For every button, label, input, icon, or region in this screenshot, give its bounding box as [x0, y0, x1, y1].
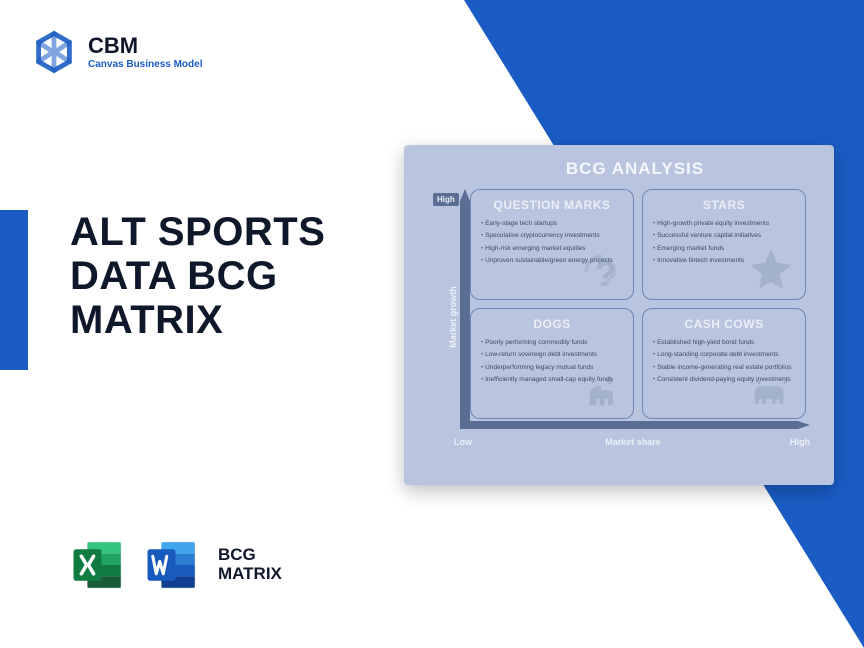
bcg-analysis-panel: BCG ANALYSIS High Market growth Low Mark… [404, 145, 834, 485]
list-item: Early-stage tech startups [481, 218, 623, 230]
star-icon [747, 245, 795, 293]
y-axis-high-label: High [433, 193, 459, 206]
list-item: High-growth private equity investments [653, 218, 795, 230]
bcg-label-line2: MATRIX [218, 565, 282, 584]
word-icon [144, 537, 200, 593]
quad-title: QUESTION MARKS [481, 198, 623, 212]
question-icon: ? [581, 251, 623, 293]
list-item: Poorly performing commodity funds [481, 337, 623, 349]
x-axis-high-label: High [790, 437, 810, 447]
cbm-logo-icon [32, 30, 76, 74]
quadrant-cash-cows: CASH COWS Established high-yield bond fu… [642, 308, 806, 419]
quadrant-question-marks: QUESTION MARKS Early-stage tech startups… [470, 189, 634, 300]
bcg-label-line1: BCG [218, 546, 282, 565]
bcg-matrix-label: BCG MATRIX [218, 546, 282, 583]
quadrant-stars: STARS High-growth private equity investm… [642, 189, 806, 300]
bottom-badges: BCG MATRIX [70, 537, 282, 593]
excel-icon [70, 537, 126, 593]
quad-title: DOGS [481, 317, 623, 331]
list-item: Successful venture capital initiatives [653, 230, 795, 242]
cow-icon [749, 372, 795, 412]
y-axis-label: Market growth [448, 286, 458, 348]
page-title: ALT SPORTS DATA BCG MATRIX [70, 210, 390, 342]
list-item: Established high-yield bond funds [653, 337, 795, 349]
logo: CBM Canvas Business Model [32, 30, 202, 74]
quad-title: CASH COWS [653, 317, 795, 331]
quadrant-dogs: DOGS Poorly performing commodity funds L… [470, 308, 634, 419]
list-item: Low-return sovereign debt investments [481, 349, 623, 361]
x-axis-label: Market share [605, 437, 661, 447]
logo-subtitle: Canvas Business Model [88, 59, 202, 70]
bcg-matrix: High Market growth Low Market share High… [460, 189, 806, 445]
quadrant-grid: QUESTION MARKS Early-stage tech startups… [470, 189, 806, 419]
y-axis-arrow [460, 189, 470, 425]
accent-bar [0, 210, 28, 370]
list-item: Long-standing corporate debt investments [653, 349, 795, 361]
quad-title: STARS [653, 198, 795, 212]
list-item: Speculative cryptocurrency investments [481, 230, 623, 242]
x-axis-arrow [460, 421, 810, 429]
bcg-panel-title: BCG ANALYSIS [456, 159, 814, 179]
svg-text:?: ? [595, 255, 616, 293]
axis-low-label: Low [454, 437, 472, 447]
logo-title: CBM [88, 35, 202, 57]
dog-icon [583, 372, 623, 412]
